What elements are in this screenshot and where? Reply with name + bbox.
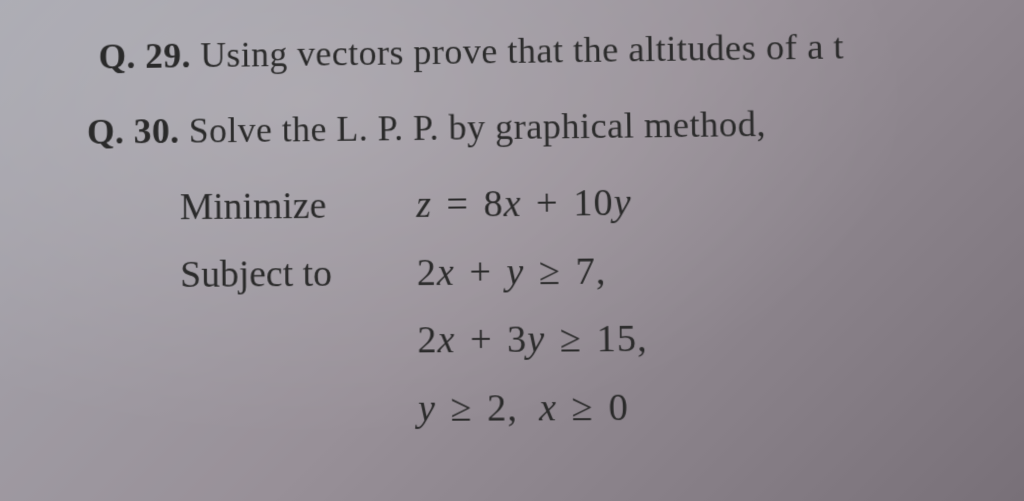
subject-to-label: Subject to [180,243,369,306]
lpp-formulation: Minimize z = 8x + 10y Subject to 2x + y … [22,169,1019,442]
print-page: Q. 29. Using vectors prove that the alti… [5,0,1024,442]
question-29: Q. 29. Using vectors prove that the alti… [22,16,1012,87]
question-29-text: Using vectors prove that the altitudes o… [200,26,844,75]
constraint-row-2: 2x + 3y ≥ 15, [180,306,1018,373]
constraint-3: y ≥ 2, x ≥ 0 [418,386,629,429]
constraint-2: 2x + 3y ≥ 15, [417,318,648,362]
question-29-number: Q. 29. [99,36,192,77]
question-30-text: Solve the L. P. P. by graphical method, [189,103,767,150]
constraint-row-1: Subject to 2x + y ≥ 7, [180,237,1017,306]
objective-row: Minimize z = 8x + 10y [180,169,1016,239]
question-30: Q. 30. Solve the L. P. P. by graphical m… [22,92,1014,161]
objective-expression: z = 8x + 10y [416,173,632,237]
question-30-number: Q. 30. [87,111,180,152]
constraint-row-3: y ≥ 2, x ≥ 0 [181,375,1020,441]
minimize-label: Minimize [180,176,369,239]
constraint-1: 2x + y ≥ 7, [417,241,607,304]
